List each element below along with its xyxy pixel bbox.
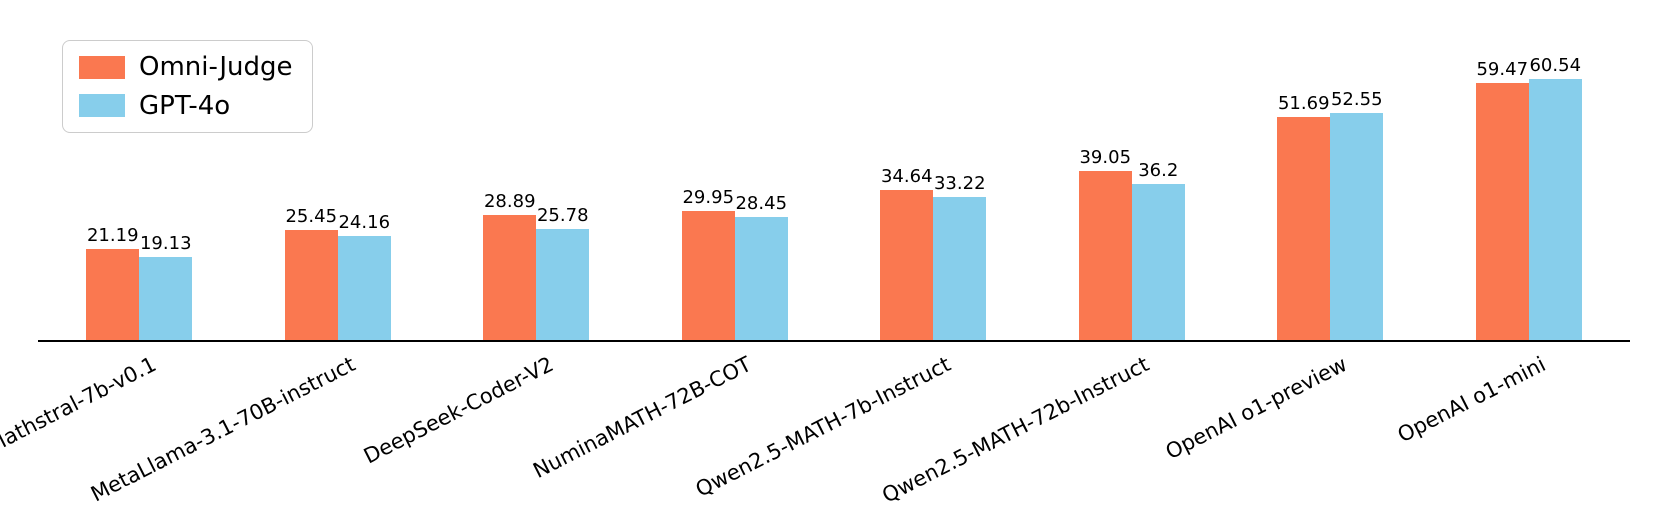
bar-gpt-4o — [1528, 78, 1582, 340]
legend-label-gpt-4o: GPT-4o — [139, 90, 231, 121]
bar-group: 21.19 19.13 — [86, 224, 193, 340]
bar-value-label: 25.45 — [285, 206, 338, 228]
bar-cell: 28.45 — [734, 193, 788, 340]
bar-group: 51.69 52.55 — [1277, 89, 1384, 340]
bar-omni-judge — [880, 190, 934, 340]
legend: Omni-Judge GPT-4o — [62, 40, 314, 134]
bar-cell: 60.54 — [1528, 54, 1582, 340]
bar-cell: 39.05 — [1078, 147, 1132, 340]
bar-value-label: 25.78 — [536, 204, 589, 226]
bar-cell: 34.64 — [880, 166, 934, 340]
bar-omni-judge — [1277, 116, 1331, 340]
bar-cell: 24.16 — [337, 211, 391, 340]
bar-group: 34.64 33.22 — [880, 166, 987, 340]
bar-cell: 59.47 — [1475, 59, 1529, 340]
bar-value-label: 59.47 — [1476, 59, 1529, 81]
bar-omni-judge — [681, 210, 735, 340]
legend-swatch-omni-judge — [79, 55, 125, 79]
bar-omni-judge — [284, 230, 338, 340]
x-axis-line — [38, 340, 1630, 342]
bar-value-label: 34.64 — [880, 166, 933, 188]
legend-label-omni-judge: Omni-Judge — [139, 52, 293, 82]
bar-gpt-4o — [1131, 183, 1185, 340]
bar-gpt-4o — [536, 228, 590, 340]
bar-omni-judge — [86, 248, 140, 340]
bar-cell: 33.22 — [933, 172, 987, 340]
bar-value-label: 51.69 — [1277, 92, 1330, 114]
bar-value-label: 29.95 — [682, 186, 735, 208]
bar-gpt-4o — [1330, 113, 1384, 340]
bar-value-label: 60.54 — [1529, 54, 1582, 76]
bar-gpt-4o — [734, 217, 788, 340]
bar-omni-judge — [1078, 171, 1132, 340]
bar-cell: 29.95 — [681, 186, 735, 340]
bar-group: 28.89 25.78 — [483, 191, 590, 340]
bar-cell: 36.2 — [1131, 159, 1185, 340]
bar-value-label: 24.16 — [338, 211, 391, 233]
bar-group: 39.05 36.2 — [1078, 147, 1185, 340]
bar-cell: 28.89 — [483, 191, 537, 340]
bar-value-label: 28.89 — [483, 191, 536, 213]
bar-cell: 21.19 — [86, 224, 140, 340]
bar-value-label: 19.13 — [139, 233, 192, 255]
bar-cell: 19.13 — [139, 233, 193, 340]
bar-omni-judge — [1475, 83, 1529, 340]
bar-value-label: 33.22 — [933, 172, 986, 194]
bar-cell: 25.45 — [284, 206, 338, 340]
legend-item-omni-judge: Omni-Judge — [79, 53, 292, 82]
bar-gpt-4o — [337, 235, 391, 340]
bar-value-label: 28.45 — [735, 193, 788, 215]
bar-gpt-4o — [139, 257, 193, 340]
bar-group: 25.45 24.16 — [284, 206, 391, 340]
bar-omni-judge — [483, 215, 537, 340]
bar-gpt-4o — [933, 196, 987, 340]
legend-item-gpt-4o: GPT-4o — [79, 90, 292, 121]
bar-group: 29.95 28.45 — [681, 186, 788, 340]
bar-cell: 25.78 — [536, 204, 590, 340]
bar-cell: 52.55 — [1330, 89, 1384, 340]
bar-value-label: 52.55 — [1330, 89, 1383, 111]
bar-value-label: 21.19 — [86, 224, 139, 246]
bar-cell: 51.69 — [1277, 92, 1331, 340]
legend-swatch-gpt-4o — [79, 94, 125, 118]
bar-value-label: 36.2 — [1138, 159, 1179, 181]
bar-value-label: 39.05 — [1079, 147, 1132, 169]
bar-group: 59.47 60.54 — [1475, 54, 1582, 340]
